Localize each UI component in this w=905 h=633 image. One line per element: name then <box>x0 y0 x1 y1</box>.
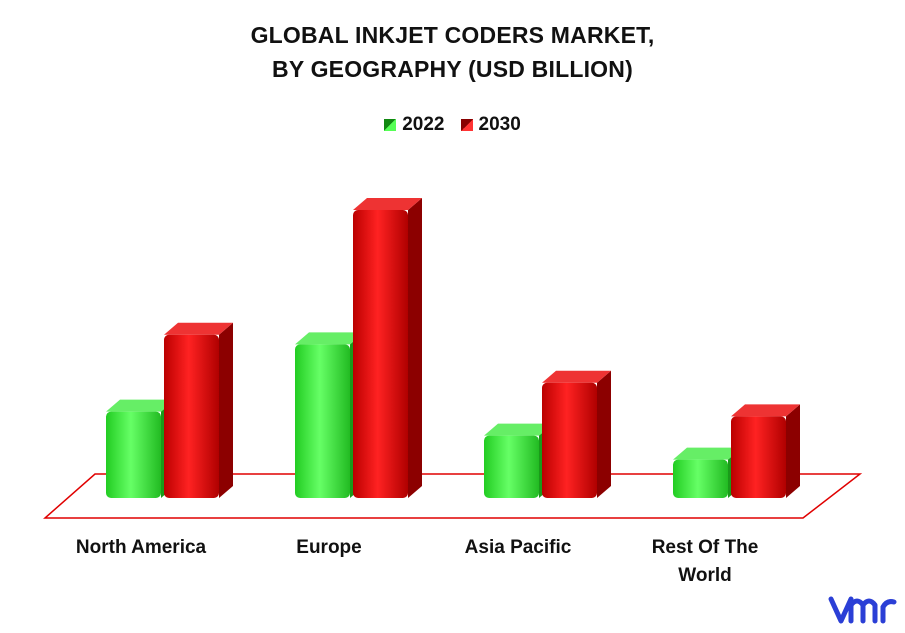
vmr-logo-icon <box>828 596 897 624</box>
legend-item-2022: 2022 <box>384 114 445 136</box>
bar-2030-rest-of-the-world <box>731 404 800 498</box>
x-tick-label-asia-pacific: Asia Pacific <box>464 537 572 558</box>
x-tick-label-europe: Europe <box>296 537 362 558</box>
x-tick-label-rest-of-the-world: Rest Of The World <box>651 537 759 586</box>
legend-swatch-2030 <box>460 119 473 131</box>
bar-2030-asia-pacific <box>542 370 611 498</box>
legend-label-2030: 2030 <box>478 114 521 135</box>
bar-2030-north-america <box>164 322 233 498</box>
chart-title-line-1: GLOBAL INKJET CODERS MARKET, <box>250 22 655 48</box>
x-tick-label-north-america: North America <box>75 537 207 558</box>
legend-swatch-2022 <box>384 119 397 131</box>
bar-2030-europe <box>353 198 422 498</box>
legend-label-2022: 2022 <box>402 114 445 135</box>
legend: 2022 2030 <box>0 114 905 136</box>
chart-title-line-2: BY GEOGRAPHY (USD BILLION) <box>272 56 633 82</box>
legend-item-2030: 2030 <box>460 114 521 136</box>
